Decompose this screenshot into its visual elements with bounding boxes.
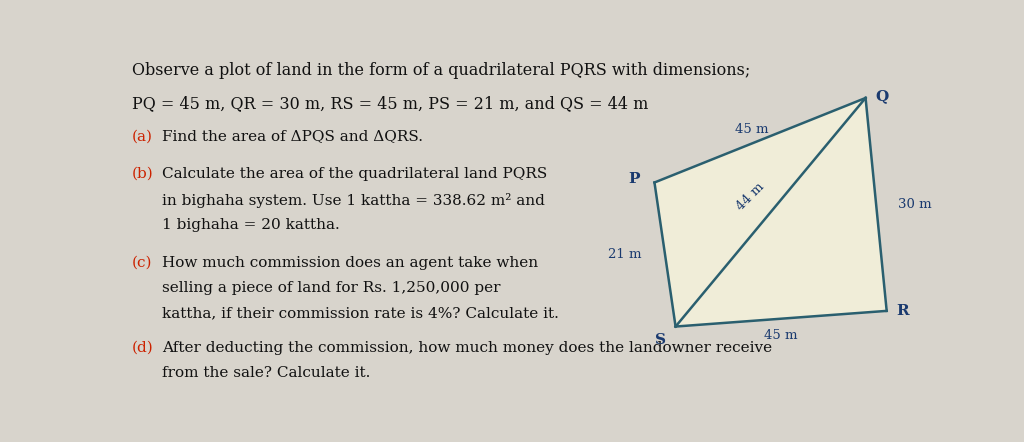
Text: PQ = 45 m, QR = 30 m, RS = 45 m, PS = 21 m, and QS = 44 m: PQ = 45 m, QR = 30 m, RS = 45 m, PS = 21… xyxy=(132,95,648,113)
Text: 44 m: 44 m xyxy=(734,180,767,213)
Text: 45 m: 45 m xyxy=(735,123,769,136)
Text: How much commission does an agent take when: How much commission does an agent take w… xyxy=(162,255,539,270)
Text: 21 m: 21 m xyxy=(607,248,641,261)
Text: (d): (d) xyxy=(132,341,154,354)
Polygon shape xyxy=(654,98,887,327)
Text: kattha, if their commission rate is 4%? Calculate it.: kattha, if their commission rate is 4%? … xyxy=(162,307,559,320)
Text: 1 bighaha = 20 kattha.: 1 bighaha = 20 kattha. xyxy=(162,218,340,232)
Text: from the sale? Calculate it.: from the sale? Calculate it. xyxy=(162,366,371,380)
Text: Q: Q xyxy=(876,89,889,103)
Text: Calculate the area of the quadrilateral land PQRS: Calculate the area of the quadrilateral … xyxy=(162,167,548,181)
Text: in bighaha system. Use 1 kattha = 338.62 m² and: in bighaha system. Use 1 kattha = 338.62… xyxy=(162,193,545,208)
Text: S: S xyxy=(655,333,666,347)
Text: (a): (a) xyxy=(132,130,153,144)
Text: P: P xyxy=(629,172,640,186)
Text: selling a piece of land for Rs. 1,250,000 per: selling a piece of land for Rs. 1,250,00… xyxy=(162,281,501,295)
Text: After deducting the commission, how much money does the landowner receive: After deducting the commission, how much… xyxy=(162,341,772,354)
Text: 30 m: 30 m xyxy=(898,198,932,211)
Text: R: R xyxy=(896,304,909,318)
Text: Find the area of ΔPQS and ΔQRS.: Find the area of ΔPQS and ΔQRS. xyxy=(162,130,423,144)
Text: (c): (c) xyxy=(132,255,153,270)
Text: Observe a plot of land in the form of a quadrilateral PQRS with dimensions;: Observe a plot of land in the form of a … xyxy=(132,61,751,79)
Text: 45 m: 45 m xyxy=(764,329,798,342)
Text: (b): (b) xyxy=(132,167,154,181)
